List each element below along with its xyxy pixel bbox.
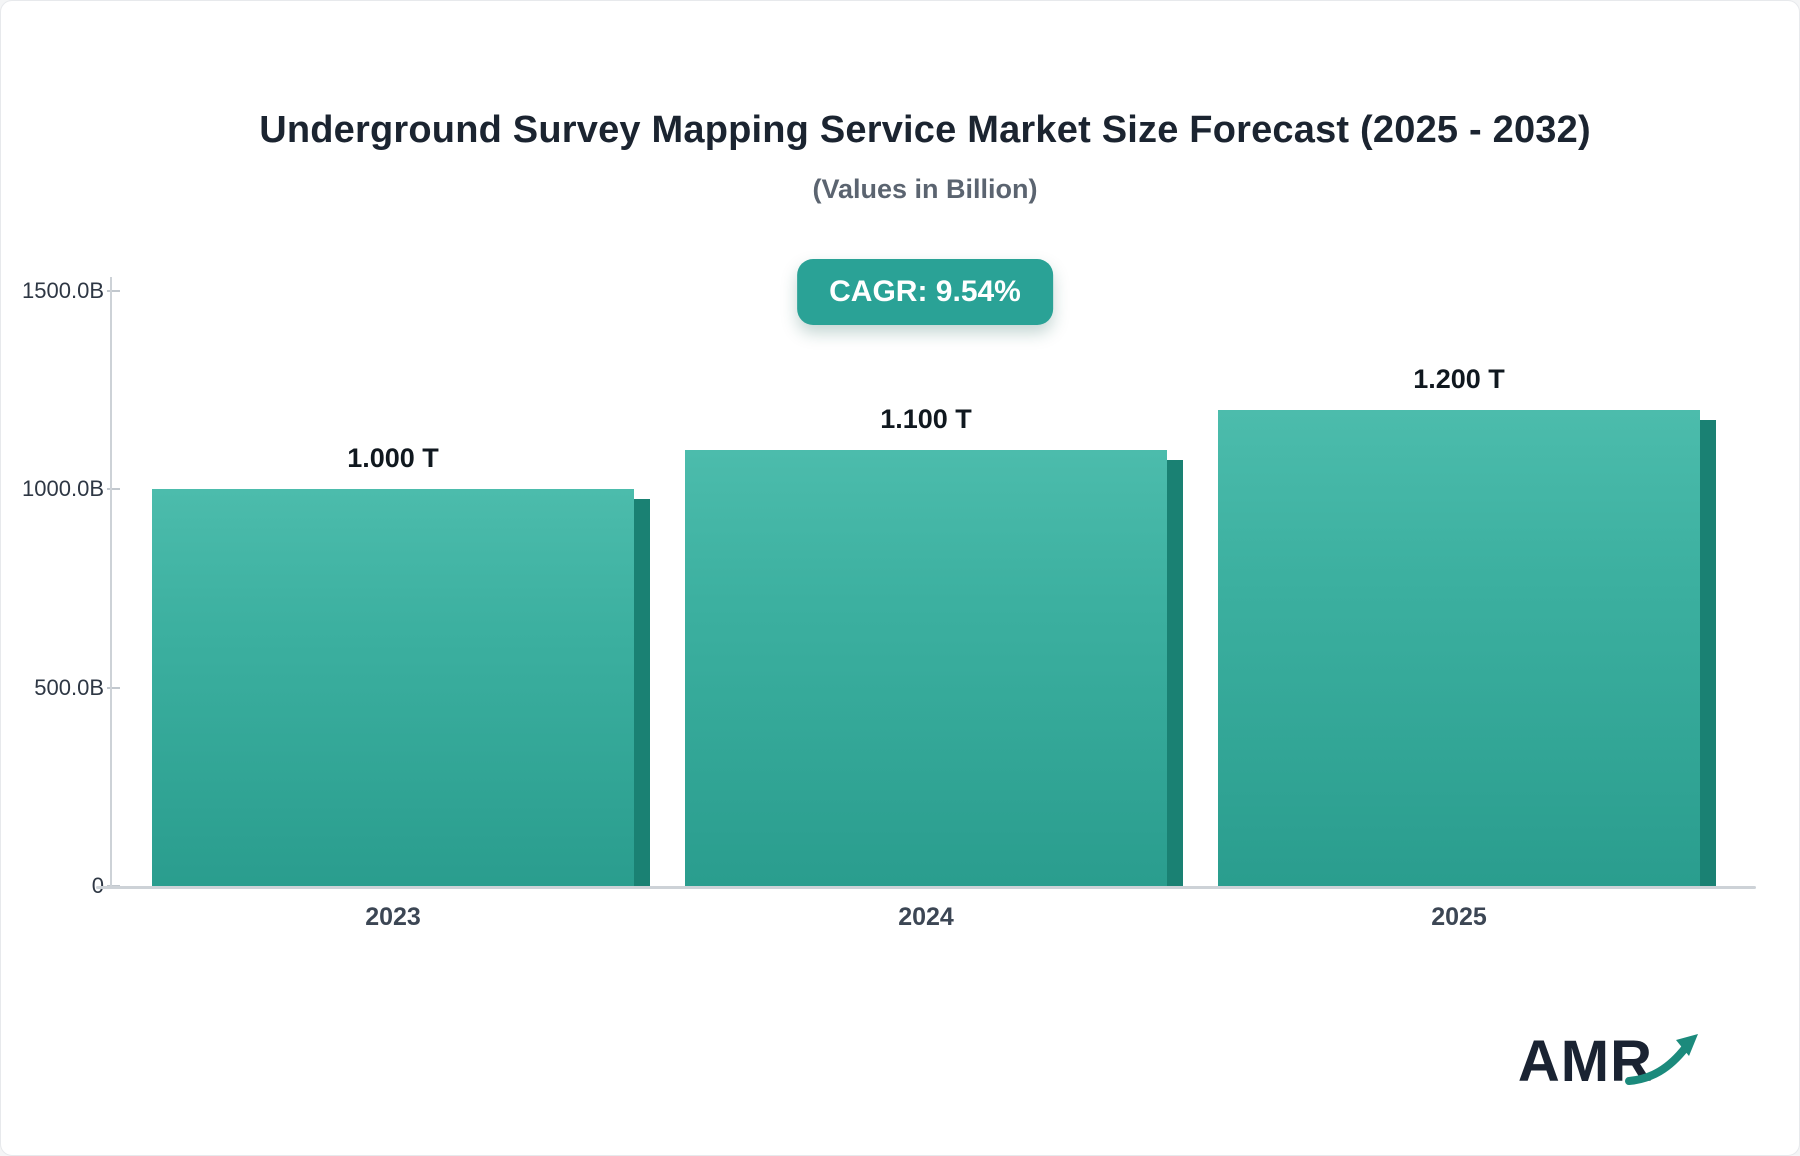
y-axis-tick-label: 1500.0B [8, 278, 120, 304]
y-axis-tick-label: 500.0B [8, 675, 120, 701]
chart-header: Underground Survey Mapping Service Marke… [110, 109, 1740, 205]
x-axis-labels: 2023 2024 2025 [112, 903, 1740, 932]
y-axis: 1500.0B 1000.0B 500.0B 0 [1, 1, 120, 1155]
x-axis-label: 2023 [365, 903, 421, 931]
y-axis-line [110, 277, 112, 888]
plot-area: 1.000 T 1.100 T 1.200 T [112, 291, 1740, 887]
growth-arrow-icon [1625, 1034, 1698, 1085]
bar-value-label: 1.100 T [880, 403, 972, 434]
bar-value-label: 1.000 T [347, 443, 439, 474]
y-axis-tick-label: 1000.0B [8, 476, 120, 502]
x-axis-line [96, 886, 1756, 889]
bar-value-label: 1.200 T [1413, 364, 1505, 394]
cagr-badge: CAGR: 9.54% [797, 259, 1053, 325]
x-axis-label: 2024 [898, 903, 954, 931]
amr-logo: AMR [1518, 1031, 1703, 1091]
bar-2025: 1.200 T [1218, 364, 1716, 886]
bar-2023: 1.000 T [152, 443, 650, 886]
chart-subtitle: (Values in Billion) [812, 174, 1038, 204]
y-axis-tick-label: 0 [8, 873, 120, 899]
chart-title: Underground Survey Mapping Service Marke… [259, 109, 1591, 151]
bar-2024: 1.100 T [685, 404, 1183, 887]
x-axis-label: 2025 [1431, 903, 1487, 931]
